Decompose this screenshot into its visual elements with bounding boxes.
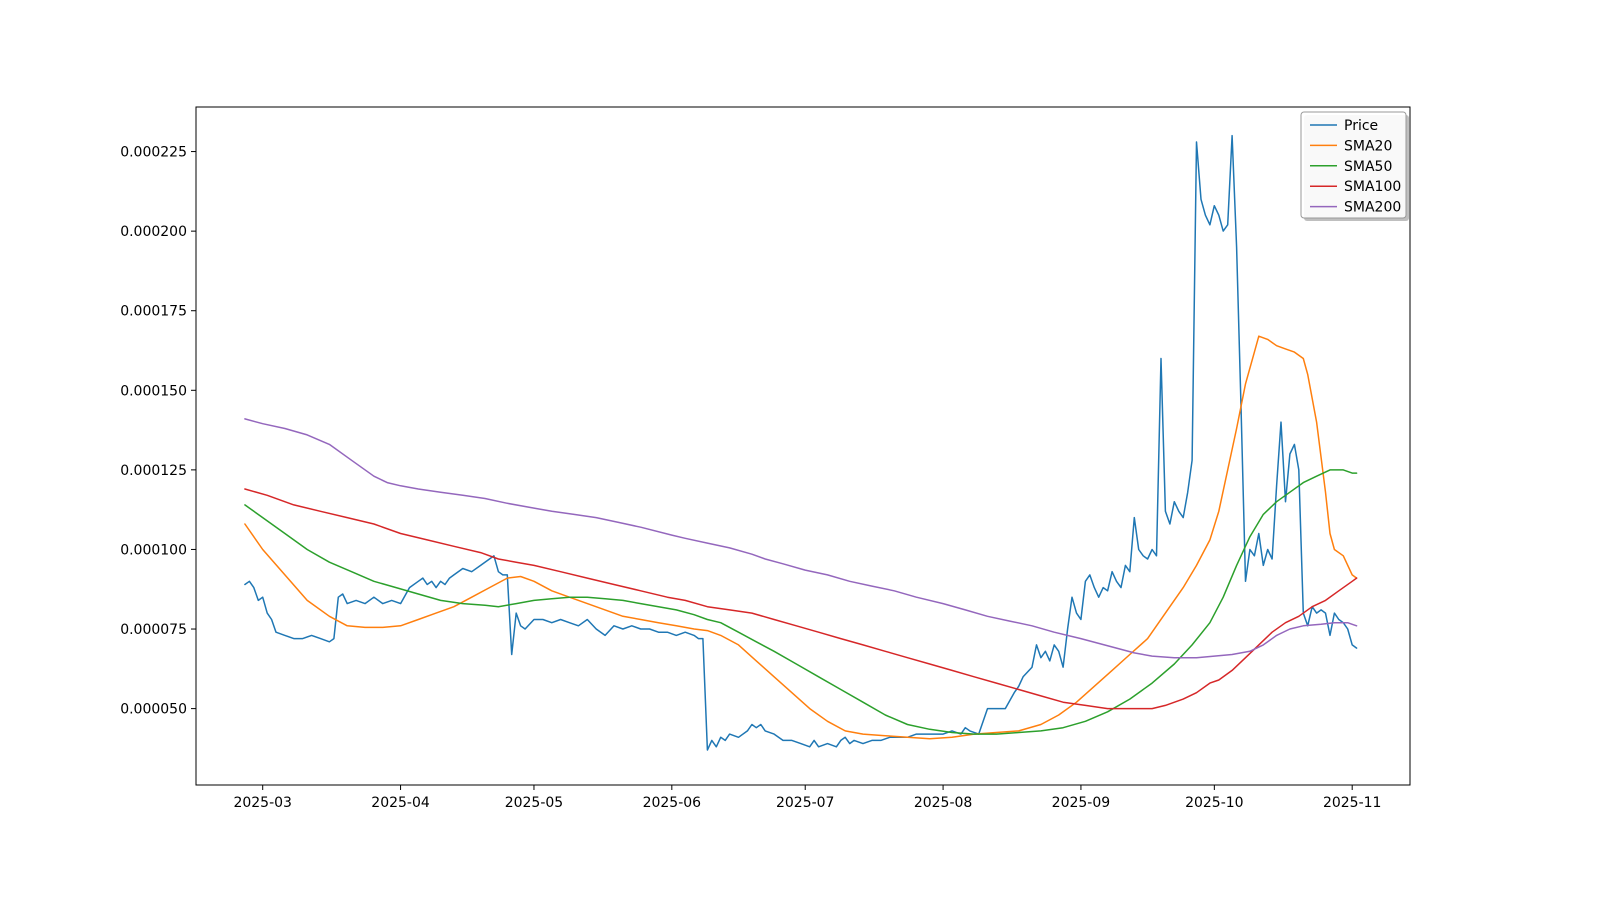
y-tick-label: 0.000100 — [120, 542, 187, 558]
legend: Price SMA20 SMA50 SMA100 SMA200 — [1300, 111, 1409, 221]
legend-label: SMA100 — [1344, 179, 1401, 195]
legend-entry-sma200: SMA200 — [1310, 200, 1401, 216]
y-tick-label: 0.000050 — [120, 702, 187, 718]
x-tick-label: 2025-06 — [643, 795, 702, 811]
axes-frame — [195, 106, 1411, 786]
series-line-sma200 — [244, 418, 1358, 659]
legend-label: SMA50 — [1344, 159, 1392, 175]
legend-label: SMA200 — [1344, 200, 1401, 216]
y-tick-label: 0.000225 — [120, 145, 187, 161]
y-tick-label: 0.000200 — [120, 224, 187, 240]
legend-entry-sma50: SMA50 — [1310, 159, 1392, 175]
x-tick-label: 2025-08 — [914, 795, 973, 811]
y-tick-label: 0.000175 — [120, 304, 187, 320]
x-tick-label: 2025-10 — [1185, 795, 1244, 811]
x-tick-label: 2025-03 — [233, 795, 292, 811]
x-tick-label: 2025-07 — [776, 795, 835, 811]
x-tick-label: 2025-04 — [371, 795, 430, 811]
series-line-price — [244, 134, 1358, 751]
legend-label: SMA20 — [1344, 138, 1392, 154]
series-line-sma20 — [244, 335, 1358, 740]
y-tick-label: 0.000150 — [120, 383, 187, 399]
legend-entry-price: Price — [1310, 118, 1378, 134]
series-line-sma100 — [244, 488, 1358, 710]
x-tick-label: 2025-09 — [1052, 795, 1111, 811]
legend-box — [1300, 111, 1407, 219]
y-tick-label: 0.000075 — [120, 622, 187, 638]
y-tick-label: 0.000125 — [120, 463, 187, 479]
x-tick-label: 2025-05 — [505, 795, 564, 811]
legend-entry-sma20: SMA20 — [1310, 138, 1392, 154]
legend-entry-sma100: SMA100 — [1310, 179, 1401, 195]
series-group — [244, 134, 1358, 751]
series-line-sma50 — [244, 469, 1358, 735]
legend-label: Price — [1344, 118, 1378, 134]
x-tick-label: 2025-11 — [1323, 795, 1382, 811]
